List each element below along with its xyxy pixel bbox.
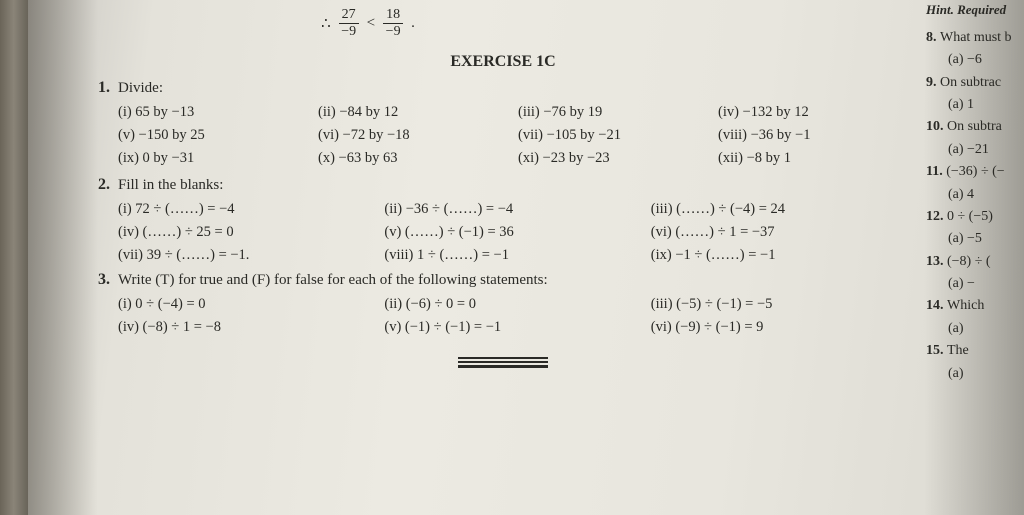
list-item: (iv) −132 by 12 [718,101,918,124]
list-item: (ix) −1 ÷ (……) = −1 [651,244,917,267]
list-item: (vi) (……) ÷ 1 = −37 [651,221,917,244]
question-title: Write (T) for true and (F) for false for… [118,272,548,289]
list-item: (vii) −105 by −21 [518,124,718,147]
question-number: 3. [88,271,118,289]
list-item: (i) 65 by −13 [118,101,318,124]
list-item: (v) (−1) ÷ (−1) = −1 [384,316,650,339]
rq-num: 8. [926,30,937,45]
rq-text: 0 ÷ (−5) [947,209,993,224]
q2-options: (i) 72 ÷ (……) = −4 (ii) −36 ÷ (……) = −4 … [118,198,918,267]
rq-text: What must b [940,30,1012,45]
frac-num: 18 [383,8,403,24]
rq-opt: (a) 1 [948,94,1024,116]
textbook-page: ∴ 27 −9 < 18 −9 . EXERCISE 1C 1. Divide:… [28,0,1024,515]
list-item: (vii) 39 ÷ (……) = −1. [118,244,384,267]
list-item: (v) −150 by 25 [118,124,318,147]
rq-text: (−8) ÷ ( [947,254,991,269]
list-item: (iv) (−8) ÷ 1 = −8 [118,316,384,339]
rq-num: 13. [926,254,944,269]
rq-opt: (a) [948,363,1024,385]
rq-opt: (a) −21 [948,139,1024,161]
question-3: 3. Write (T) for true and (F) for false … [88,271,918,289]
rq-num: 9. [926,75,937,90]
q3-options: (i) 0 ÷ (−4) = 0 (ii) (−6) ÷ 0 = 0 (iii)… [118,293,918,339]
list-item: (iv) (……) ÷ 25 = 0 [118,221,384,244]
list-item: (ii) −84 by 12 [318,101,518,124]
hint-label: Hint. Required [926,0,1024,21]
list-item: (v) (……) ÷ (−1) = 36 [384,221,650,244]
frac-den: −9 [386,24,401,39]
rq-opt: (a) − [948,273,1024,295]
list-item: (i) 72 ÷ (……) = −4 [118,198,384,221]
list-item: (xii) −8 by 1 [718,147,918,170]
list-item: (ii) −36 ÷ (……) = −4 [384,198,650,221]
question-number: 2. [88,176,118,194]
rq-text: On subtra [947,119,1002,134]
question-1: 1. Divide: [88,79,918,97]
list-item: (vi) (−9) ÷ (−1) = 9 [651,316,917,339]
rq-opt: (a) −5 [948,228,1024,250]
question-title: Fill in the blanks: [118,177,223,194]
rq-num: 12. [926,209,944,224]
rq-text: (−36) ÷ (− [946,164,1004,179]
rq-text: On subtrac [940,75,1001,90]
rq-opt: (a) [948,318,1024,340]
question-number: 1. [88,79,118,97]
rq-num: 15. [926,343,944,358]
list-item: (ix) 0 by −31 [118,147,318,170]
list-item: (ii) (−6) ÷ 0 = 0 [384,293,650,316]
list-item: (viii) 1 ÷ (……) = −1 [384,244,650,267]
list-item: (i) 0 ÷ (−4) = 0 [118,293,384,316]
next-page-fragment: Hint. Required 8. What must b (a) −6 9. … [926,0,1024,385]
list-item: (xi) −23 by −23 [518,147,718,170]
list-item: (viii) −36 by −1 [718,124,918,147]
frac-den: −9 [341,24,356,39]
list-item: (iii) −76 by 19 [518,101,718,124]
inequality-line: ∴ 27 −9 < 18 −9 . [258,8,478,39]
rq-opt: (a) 4 [948,184,1024,206]
question-title: Divide: [118,80,163,97]
list-item: (vi) −72 by −18 [318,124,518,147]
section-end-rule [458,357,548,368]
rq-text: The [947,343,969,358]
list-item: (iii) (……) ÷ (−4) = 24 [651,198,917,221]
list-item: (x) −63 by 63 [318,147,518,170]
exercise-heading: EXERCISE 1C [223,53,783,71]
list-item: (iii) (−5) ÷ (−1) = −5 [651,293,917,316]
q1-options: (i) 65 by −13 (ii) −84 by 12 (iii) −76 b… [118,101,918,170]
question-2: 2. Fill in the blanks: [88,176,918,194]
frac-num: 27 [339,8,359,24]
rq-num: 10. [926,119,944,134]
rq-num: 11. [926,164,943,179]
rq-opt: (a) −6 [948,49,1024,71]
rq-num: 14. [926,298,944,313]
rq-text: Which [947,298,984,313]
